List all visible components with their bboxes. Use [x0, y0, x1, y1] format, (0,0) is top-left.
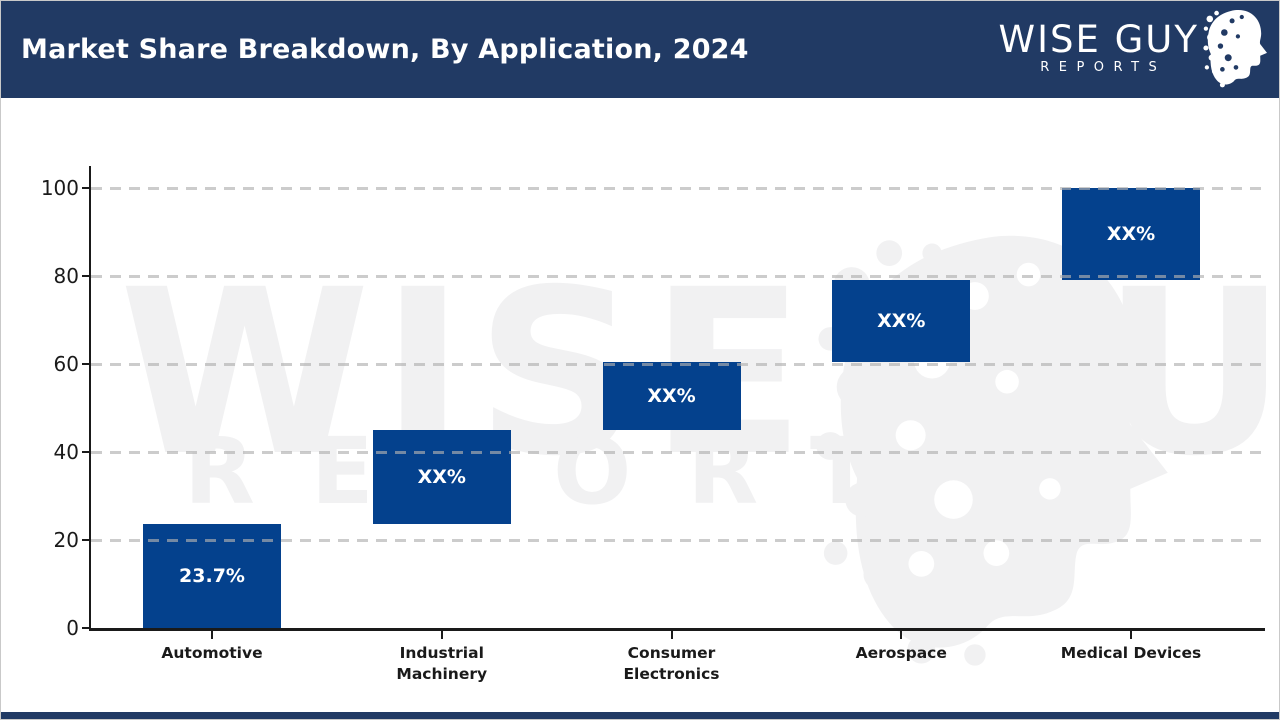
logo-wiseguy-label: WISE GUY [998, 17, 1199, 61]
y-tick-mark [82, 275, 91, 277]
x-axis-line [89, 628, 1265, 631]
bar-value-label: XX% [877, 310, 926, 333]
y-tick-label: 100 [40, 176, 79, 200]
bar-value-label: XX% [647, 384, 696, 407]
x-category-label: Industrial Machinery [396, 644, 488, 683]
y-gridline [91, 539, 1265, 542]
x-category-label: Automotive [161, 644, 263, 662]
y-gridline [91, 451, 1265, 454]
y-tick-mark [82, 363, 91, 365]
x-tick-mark [670, 631, 673, 639]
y-tick-label: 0 [66, 616, 79, 640]
logo-reports-label: REPORTS [1040, 60, 1167, 76]
x-category-label: Aerospace [855, 644, 947, 662]
y-tick-mark [82, 627, 91, 629]
y-gridline [91, 187, 1265, 190]
bar-aerospace: XX% [832, 280, 971, 362]
logo-text: WISE GUY REPORTS [998, 17, 1199, 76]
y-gridline [91, 275, 1265, 278]
page-title: Market Share Breakdown, By Application, … [21, 34, 749, 65]
y-tick-label: 20 [53, 528, 79, 552]
header: Market Share Breakdown, By Application, … [1, 1, 1279, 98]
y-tick-label: 40 [53, 440, 79, 464]
y-tick-mark [82, 451, 91, 453]
bar-consumer-electronics: XX% [602, 361, 741, 430]
bar-value-label: XX% [417, 465, 466, 488]
bar-value-label: XX% [1106, 223, 1156, 246]
y-tick-label: 80 [53, 264, 79, 288]
y-axis-line [89, 166, 91, 631]
logo-face-icon [1203, 9, 1267, 88]
y-tick-mark [82, 187, 91, 189]
x-tick-mark [440, 631, 443, 639]
y-tick-mark [82, 539, 91, 541]
y-gridline [91, 363, 1265, 366]
x-category-label: Medical Devices [1060, 644, 1202, 662]
x-tick-mark [900, 631, 903, 639]
bar-value-label: 23.7% [179, 564, 245, 587]
y-tick-label: 60 [53, 352, 79, 376]
wiseguy-logo: WISE GUY REPORTS [999, 7, 1267, 89]
x-category-label: Consumer Electronics [623, 644, 720, 683]
bar-medical-devices: XX% [1062, 188, 1200, 281]
bar-industrial-machinery: XX% [372, 430, 511, 524]
x-tick-mark [1130, 631, 1132, 639]
footer-bar [1, 712, 1279, 719]
x-tick-mark [211, 631, 213, 639]
